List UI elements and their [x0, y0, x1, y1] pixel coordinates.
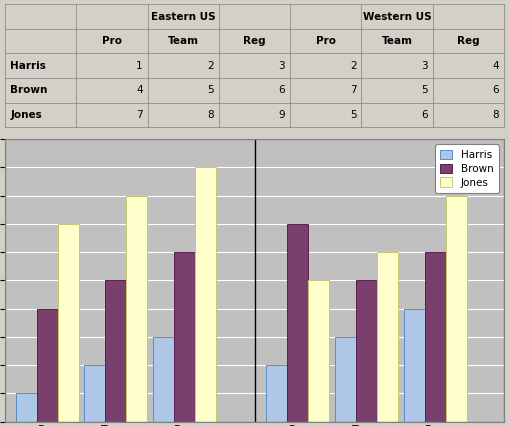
Text: Jones: Jones — [10, 110, 42, 120]
Bar — [174, 252, 195, 422]
Text: 5: 5 — [421, 85, 428, 95]
Bar — [266, 365, 287, 422]
Text: 3: 3 — [421, 60, 428, 71]
Text: 1: 1 — [136, 60, 143, 71]
Text: 2: 2 — [207, 60, 214, 71]
Text: 5: 5 — [207, 85, 214, 95]
Text: 7: 7 — [136, 110, 143, 120]
Text: Team: Team — [382, 36, 412, 46]
Bar — [16, 394, 37, 422]
Text: 6: 6 — [492, 85, 499, 95]
Text: Team: Team — [168, 36, 199, 46]
Bar — [37, 309, 58, 422]
Bar — [445, 196, 467, 422]
Text: 5: 5 — [350, 110, 356, 120]
Legend: Harris, Brown, Jones: Harris, Brown, Jones — [435, 144, 499, 193]
Text: 4: 4 — [136, 85, 143, 95]
Text: Brown: Brown — [10, 85, 47, 95]
Text: 8: 8 — [492, 110, 499, 120]
Bar — [356, 280, 377, 422]
Text: Eastern US: Eastern US — [151, 12, 215, 22]
Bar — [377, 252, 398, 422]
Bar — [5, 139, 504, 422]
Bar — [58, 224, 79, 422]
Bar — [84, 365, 105, 422]
Text: 6: 6 — [278, 85, 285, 95]
Bar — [308, 280, 329, 422]
Text: 2: 2 — [350, 60, 356, 71]
Bar — [335, 337, 356, 422]
Text: Pro: Pro — [316, 36, 336, 46]
Bar — [195, 167, 216, 422]
Bar — [425, 252, 445, 422]
Text: 9: 9 — [278, 110, 285, 120]
Text: 3: 3 — [278, 60, 285, 71]
Text: 4: 4 — [492, 60, 499, 71]
Text: Western US: Western US — [363, 12, 431, 22]
Text: Reg: Reg — [243, 36, 266, 46]
Text: Harris: Harris — [10, 60, 46, 71]
Bar — [287, 224, 308, 422]
Text: Reg: Reg — [457, 36, 479, 46]
Bar — [126, 196, 148, 422]
Bar — [105, 280, 126, 422]
Text: 6: 6 — [421, 110, 428, 120]
Bar — [404, 309, 425, 422]
Text: 7: 7 — [350, 85, 356, 95]
Bar — [153, 337, 174, 422]
Text: Pro: Pro — [102, 36, 122, 46]
Text: 8: 8 — [207, 110, 214, 120]
